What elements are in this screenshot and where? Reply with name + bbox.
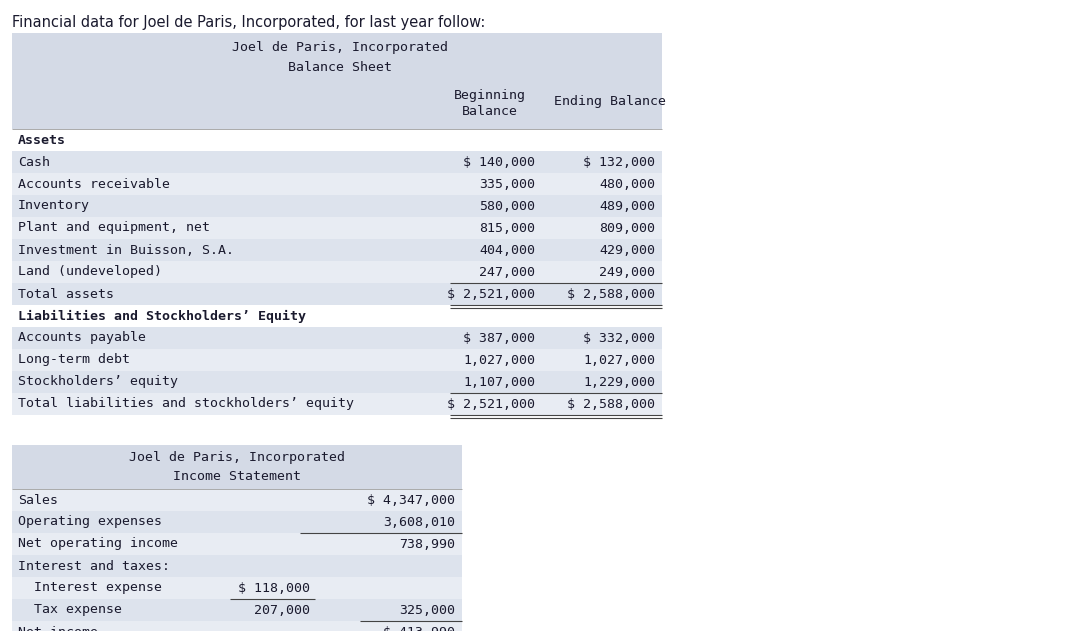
Bar [12, 33, 662, 85]
Bar [12, 555, 462, 577]
Text: $ 132,000: $ 132,000 [583, 155, 655, 168]
Text: 1,229,000: 1,229,000 [583, 375, 655, 389]
Text: Long-term debt: Long-term debt [18, 353, 130, 367]
Text: Balance Sheet: Balance Sheet [288, 61, 392, 74]
Bar [12, 151, 662, 173]
Text: Inventory: Inventory [18, 199, 90, 213]
Text: Total assets: Total assets [18, 288, 114, 300]
Text: 335,000: 335,000 [479, 177, 535, 191]
Text: 325,000: 325,000 [399, 603, 455, 616]
Text: $ 2,588,000: $ 2,588,000 [567, 288, 655, 300]
Text: Cash: Cash [18, 155, 50, 168]
Text: Land (undeveloped): Land (undeveloped) [18, 266, 162, 278]
Text: Stockholders’ equity: Stockholders’ equity [18, 375, 178, 389]
Bar [12, 533, 462, 555]
Text: 1,027,000: 1,027,000 [583, 353, 655, 367]
Bar [12, 599, 462, 621]
Text: Interest expense: Interest expense [18, 582, 162, 594]
Text: Total liabilities and stockholders’ equity: Total liabilities and stockholders’ equi… [18, 398, 354, 411]
Text: 580,000: 580,000 [479, 199, 535, 213]
Text: 3,608,010: 3,608,010 [383, 516, 455, 529]
Bar [12, 445, 462, 489]
Text: $ 413,990: $ 413,990 [383, 625, 455, 631]
Bar [12, 195, 662, 217]
Text: 247,000: 247,000 [479, 266, 535, 278]
Text: $ 4,347,000: $ 4,347,000 [367, 493, 455, 507]
Text: Assets: Assets [18, 134, 66, 146]
Bar [12, 85, 662, 129]
Bar [12, 489, 462, 511]
Text: Net operating income: Net operating income [18, 538, 178, 550]
Bar [12, 327, 662, 349]
Text: $ 2,588,000: $ 2,588,000 [567, 398, 655, 411]
Bar [12, 305, 662, 327]
Text: Tax expense: Tax expense [18, 603, 122, 616]
Bar [12, 621, 462, 631]
Text: Plant and equipment, net: Plant and equipment, net [18, 221, 210, 235]
Text: Sales: Sales [18, 493, 58, 507]
Text: Liabilities and Stockholders’ Equity: Liabilities and Stockholders’ Equity [18, 309, 306, 322]
Text: 480,000: 480,000 [599, 177, 655, 191]
Bar [12, 577, 462, 599]
Text: Accounts payable: Accounts payable [18, 331, 146, 345]
Text: 815,000: 815,000 [479, 221, 535, 235]
Text: 249,000: 249,000 [599, 266, 655, 278]
Text: $ 2,521,000: $ 2,521,000 [447, 398, 535, 411]
Text: 489,000: 489,000 [599, 199, 655, 213]
Bar [12, 393, 662, 415]
Text: 1,107,000: 1,107,000 [463, 375, 535, 389]
Text: $ 2,521,000: $ 2,521,000 [447, 288, 535, 300]
Text: Income Statement: Income Statement [173, 470, 301, 483]
Bar [12, 217, 662, 239]
Bar [12, 173, 662, 195]
Text: Operating expenses: Operating expenses [18, 516, 162, 529]
Text: Financial data for Joel de Paris, Incorporated, for last year follow:: Financial data for Joel de Paris, Incorp… [12, 15, 485, 30]
Text: 429,000: 429,000 [599, 244, 655, 256]
Text: $ 387,000: $ 387,000 [463, 331, 535, 345]
Text: Joel de Paris, Incorporated: Joel de Paris, Incorporated [129, 451, 345, 464]
Text: $ 140,000: $ 140,000 [463, 155, 535, 168]
Bar [12, 283, 662, 305]
Text: Interest and taxes:: Interest and taxes: [18, 560, 170, 572]
Bar [12, 239, 662, 261]
Bar [12, 261, 662, 283]
Text: Net income: Net income [18, 625, 98, 631]
Text: 207,000: 207,000 [254, 603, 310, 616]
Text: $ 332,000: $ 332,000 [583, 331, 655, 345]
Bar [12, 371, 662, 393]
Text: Beginning
Balance: Beginning Balance [453, 89, 526, 118]
Text: 738,990: 738,990 [399, 538, 455, 550]
Text: Investment in Buisson, S.A.: Investment in Buisson, S.A. [18, 244, 234, 256]
Text: 404,000: 404,000 [479, 244, 535, 256]
Bar [12, 129, 662, 151]
Text: $ 118,000: $ 118,000 [238, 582, 310, 594]
Text: Joel de Paris, Incorporated: Joel de Paris, Incorporated [232, 41, 448, 54]
Bar [12, 511, 462, 533]
Text: 809,000: 809,000 [599, 221, 655, 235]
Bar [12, 349, 662, 371]
Text: 1,027,000: 1,027,000 [463, 353, 535, 367]
Text: Ending Balance: Ending Balance [554, 95, 666, 108]
Text: Accounts receivable: Accounts receivable [18, 177, 170, 191]
